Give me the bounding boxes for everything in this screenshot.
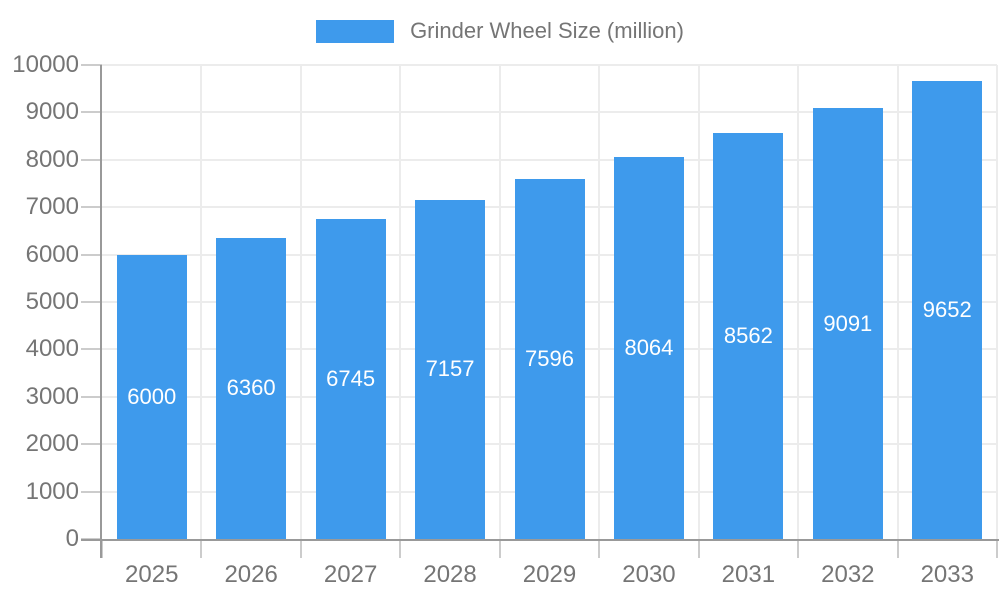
y-axis-label: 9000 xyxy=(25,98,79,126)
y-axis-tick xyxy=(81,490,102,493)
y-axis-label: 0 xyxy=(65,525,79,552)
y-axis-tick xyxy=(81,206,102,209)
x-axis-tick xyxy=(896,541,899,558)
y-axis-label: 3000 xyxy=(25,382,79,410)
x-axis-tick xyxy=(299,541,302,558)
bar-2025[interactable] xyxy=(116,254,187,539)
x-axis-label: 2031 xyxy=(721,561,776,588)
x-axis-tick xyxy=(996,541,998,558)
x-axis-line xyxy=(81,539,999,541)
y-gridline xyxy=(102,158,997,161)
y-axis-tick xyxy=(81,348,102,351)
legend-swatch xyxy=(316,19,395,43)
x-axis-tick xyxy=(797,541,800,558)
y-gridline xyxy=(102,64,997,66)
x-gridline xyxy=(598,65,601,539)
bar-2028[interactable] xyxy=(415,199,486,539)
y-axis-label: 10000 xyxy=(12,51,79,78)
x-gridline xyxy=(797,65,800,539)
y-axis-tick xyxy=(81,158,102,161)
x-axis-tick xyxy=(498,541,501,558)
x-axis-tick xyxy=(697,541,700,558)
bar-value-label: 8562 xyxy=(723,323,773,349)
y-axis-label: 6000 xyxy=(25,240,79,268)
y-axis-tick xyxy=(81,301,102,303)
x-axis-tick xyxy=(598,541,601,558)
y-axis-label: 2000 xyxy=(25,430,79,458)
y-axis-label: 8000 xyxy=(25,145,79,173)
y-axis-label: 4000 xyxy=(25,335,79,363)
bar-2026[interactable] xyxy=(216,237,287,539)
y-gridline xyxy=(102,111,997,114)
y-axis-label: 5000 xyxy=(25,288,79,315)
bar-value-label: 7157 xyxy=(425,356,475,382)
x-axis-label: 2025 xyxy=(125,561,179,588)
x-gridline xyxy=(697,65,700,539)
bar-2033[interactable] xyxy=(912,81,983,539)
x-gridline xyxy=(896,65,899,539)
legend-label: Grinder Wheel Size (million) xyxy=(410,18,684,43)
bar-2027[interactable] xyxy=(315,219,386,539)
bar-2029[interactable] xyxy=(514,178,585,539)
bar-value-label: 9091 xyxy=(823,310,873,336)
x-axis-tick xyxy=(399,541,402,558)
x-axis-label: 2030 xyxy=(622,561,676,588)
bar-value-label: 8064 xyxy=(624,334,674,360)
bar-2032[interactable] xyxy=(812,108,883,539)
bar-value-label: 7596 xyxy=(525,345,574,371)
x-axis-label: 2027 xyxy=(323,561,378,588)
y-axis-tick xyxy=(81,395,102,398)
bar-value-label: 6360 xyxy=(226,375,276,401)
x-gridline xyxy=(200,65,203,539)
y-axis-label: 7000 xyxy=(25,193,79,221)
x-axis-label: 2033 xyxy=(920,561,974,588)
y-axis-tick xyxy=(81,111,102,114)
x-gridline xyxy=(299,65,302,539)
bar-value-label: 9652 xyxy=(922,297,972,323)
x-gridline xyxy=(399,65,402,539)
x-gridline xyxy=(996,65,998,539)
legend[interactable]: Grinder Wheel Size (million) xyxy=(0,18,1000,44)
x-axis-label: 2032 xyxy=(821,561,875,588)
bar-value-label: 6745 xyxy=(326,366,376,392)
x-axis-label: 2029 xyxy=(522,561,577,588)
x-axis-tick xyxy=(200,541,203,558)
x-axis-label: 2028 xyxy=(423,561,477,588)
x-axis-tick xyxy=(101,541,103,558)
y-axis-tick xyxy=(81,253,102,256)
bar-value-label: 6000 xyxy=(127,383,177,409)
y-axis-line xyxy=(100,65,102,558)
bar-2031[interactable] xyxy=(713,133,784,539)
y-axis-label: 1000 xyxy=(25,477,79,505)
y-axis-tick xyxy=(81,443,102,446)
x-gridline xyxy=(498,65,501,539)
bar-2030[interactable] xyxy=(613,156,684,539)
x-axis-label: 2026 xyxy=(224,561,278,588)
y-axis-tick xyxy=(81,64,102,66)
